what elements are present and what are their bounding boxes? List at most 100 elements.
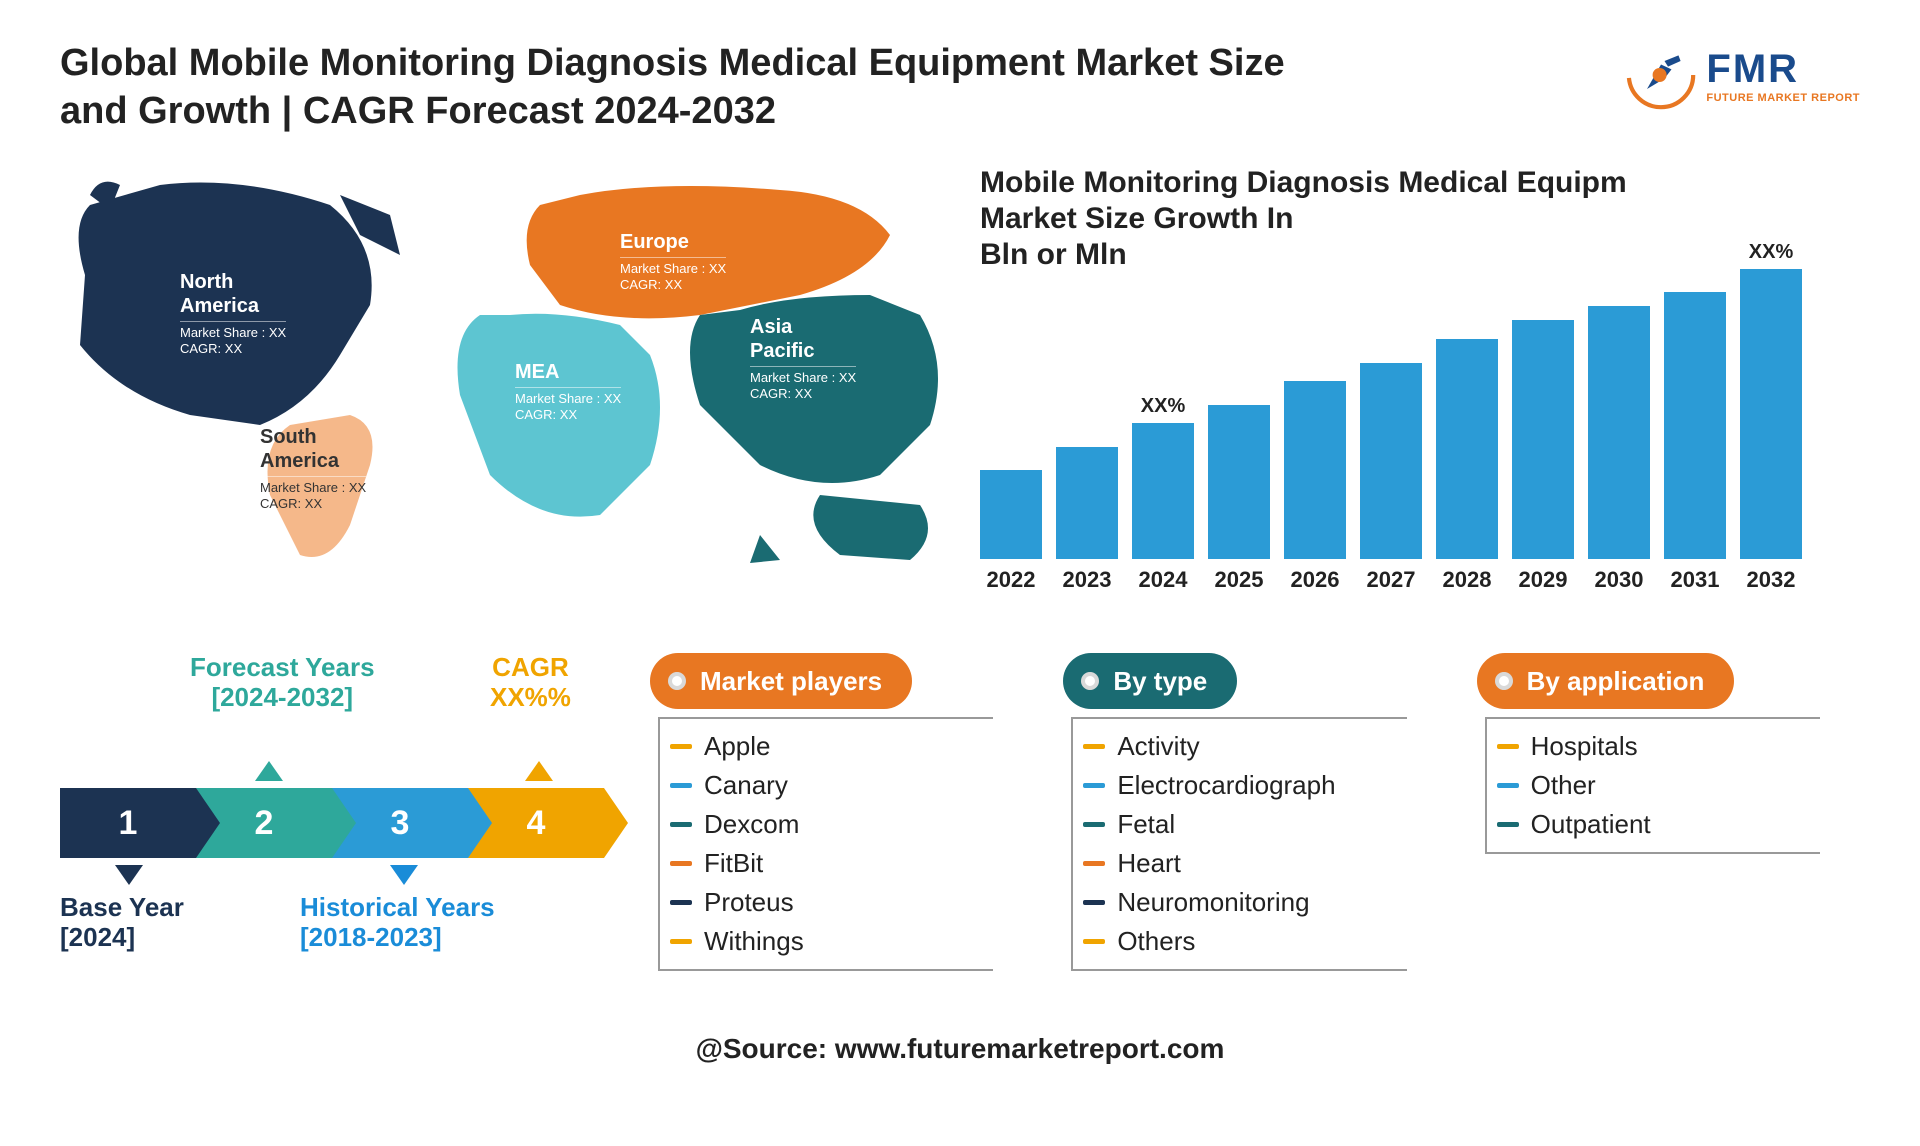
category-title: Market players — [700, 666, 882, 697]
bar-rect — [1740, 269, 1802, 559]
region-label-sa: SouthAmericaMarket Share : XXCAGR: XX — [260, 425, 366, 511]
bar-rect — [1512, 320, 1574, 559]
source-footer: @Source: www.futuremarketreport.com — [60, 1033, 1860, 1065]
dash-icon — [1497, 744, 1519, 749]
category-header: By application — [1477, 653, 1735, 709]
bar-rect — [1664, 292, 1726, 559]
bar-year-label: 2026 — [1291, 567, 1340, 593]
forecast-label: Forecast Years[2024-2032] — [190, 653, 375, 713]
timeline-bar: 1234 — [60, 788, 604, 858]
list-item: Proteus — [670, 883, 1033, 922]
list-item: Hospitals — [1497, 727, 1860, 766]
cagr-label: CAGR XX%% — [490, 653, 571, 713]
bar-year-label: 2031 — [1671, 567, 1720, 593]
list-item-label: Electrocardiograph — [1117, 770, 1335, 801]
lower-row: Forecast Years[2024-2032] CAGR XX%% 1234… — [60, 653, 1860, 973]
list-item: Outpatient — [1497, 805, 1860, 844]
bullet-icon — [1495, 672, 1513, 690]
bullet-icon — [1081, 672, 1099, 690]
bar-annotation: XX% — [1141, 395, 1185, 418]
bar-2030: 2030 — [1588, 306, 1650, 593]
region-label-mea: MEAMarket Share : XXCAGR: XX — [515, 360, 621, 422]
list-item: Electrocardiograph — [1083, 766, 1446, 805]
list-item-label: Other — [1531, 770, 1596, 801]
bar-rect — [1360, 363, 1422, 559]
list-item-label: Others — [1117, 926, 1195, 957]
list-item-label: Outpatient — [1531, 809, 1651, 840]
timeline: Forecast Years[2024-2032] CAGR XX%% 1234… — [60, 653, 620, 973]
bar-year-label: 2025 — [1215, 567, 1264, 593]
bar-annotation: XX% — [1749, 241, 1793, 264]
list-item: Canary — [670, 766, 1033, 805]
list-item-label: Apple — [704, 731, 771, 762]
bar-2022: 2022 — [980, 470, 1042, 593]
hist-arrow — [390, 865, 418, 885]
chart-bars: 2022 2023 XX%2024 2025 2026 2027 2028 2029 2030 2… — [980, 293, 1860, 593]
cagr-arrow — [525, 761, 553, 781]
logo: FMR FUTURE MARKET REPORT — [1626, 40, 1860, 110]
bar-rect — [980, 470, 1042, 559]
bar-year-label: 2029 — [1519, 567, 1568, 593]
list-item: Heart — [1083, 844, 1446, 883]
bar-2027: 2027 — [1360, 363, 1422, 593]
hist-label: Historical Years[2018-2023] — [300, 893, 495, 953]
region-label-ap: AsiaPacificMarket Share : XXCAGR: XX — [750, 315, 856, 401]
dash-icon — [670, 744, 692, 749]
category-title: By application — [1527, 666, 1705, 697]
by-type-box: By typeActivityElectrocardiographFetalHe… — [1063, 653, 1446, 961]
category-header: Market players — [650, 653, 912, 709]
logo-tagline: FUTURE MARKET REPORT — [1706, 92, 1860, 104]
bar-rect — [1056, 447, 1118, 559]
category-header: By type — [1063, 653, 1237, 709]
dash-icon — [1083, 861, 1105, 866]
bullet-icon — [668, 672, 686, 690]
dash-icon — [670, 861, 692, 866]
list-item-label: Heart — [1117, 848, 1181, 879]
bar-year-label: 2022 — [987, 567, 1036, 593]
dash-icon — [1497, 822, 1519, 827]
dash-icon — [670, 900, 692, 905]
timeline-segment-1: 1 — [60, 788, 196, 858]
logo-text: FMR FUTURE MARKET REPORT — [1706, 47, 1860, 104]
main-row: NorthAmericaMarket Share : XXCAGR: XXSou… — [60, 165, 1860, 593]
logo-acronym: FMR — [1706, 47, 1860, 92]
region-label-eu: EuropeMarket Share : XXCAGR: XX — [620, 230, 726, 292]
bar-year-label: 2030 — [1595, 567, 1644, 593]
dash-icon — [1083, 822, 1105, 827]
header: Global Mobile Monitoring Diagnosis Medic… — [60, 40, 1860, 135]
category-list: Apple Canary Dexcom FitBit ProteusWithings — [650, 727, 1033, 961]
list-item: Neuromonitoring — [1083, 883, 1446, 922]
list-item: Apple — [670, 727, 1033, 766]
bar-year-label: 2028 — [1443, 567, 1492, 593]
list-item-label: Hospitals — [1531, 731, 1638, 762]
list-item-label: FitBit — [704, 848, 763, 879]
category-list: ActivityElectrocardiographFetalHeartNeur… — [1063, 727, 1446, 961]
list-item: FitBit — [670, 844, 1033, 883]
list-item: Withings — [670, 922, 1033, 961]
chart-title: Mobile Monitoring Diagnosis Medical Equi… — [980, 165, 1860, 273]
bar-rect — [1436, 339, 1498, 559]
list-item-label: Dexcom — [704, 809, 799, 840]
category-title: By type — [1113, 666, 1207, 697]
bar-year-label: 2023 — [1063, 567, 1112, 593]
bar-2026: 2026 — [1284, 381, 1346, 593]
by-application-box: By application Hospitals Other Outpatient — [1477, 653, 1860, 844]
bar-2031: 2031 — [1664, 292, 1726, 593]
dash-icon — [1083, 744, 1105, 749]
world-map: NorthAmericaMarket Share : XXCAGR: XXSou… — [60, 165, 960, 565]
market-players-box: Market players Apple Canary Dexcom FitBit Pro… — [650, 653, 1033, 961]
list-item-label: Activity — [1117, 731, 1199, 762]
bar-year-label: 2027 — [1367, 567, 1416, 593]
list-item: Dexcom — [670, 805, 1033, 844]
list-item-label: Neuromonitoring — [1117, 887, 1309, 918]
bar-2029: 2029 — [1512, 320, 1574, 593]
dash-icon — [1083, 939, 1105, 944]
dash-icon — [670, 822, 692, 827]
list-item: Other — [1497, 766, 1860, 805]
bar-2024: XX%2024 — [1132, 423, 1194, 593]
bar-chart: Mobile Monitoring Diagnosis Medical Equi… — [980, 165, 1860, 593]
dash-icon — [1497, 783, 1519, 788]
category-list: Hospitals Other Outpatient — [1477, 727, 1860, 844]
list-item-label: Canary — [704, 770, 788, 801]
dash-icon — [670, 783, 692, 788]
